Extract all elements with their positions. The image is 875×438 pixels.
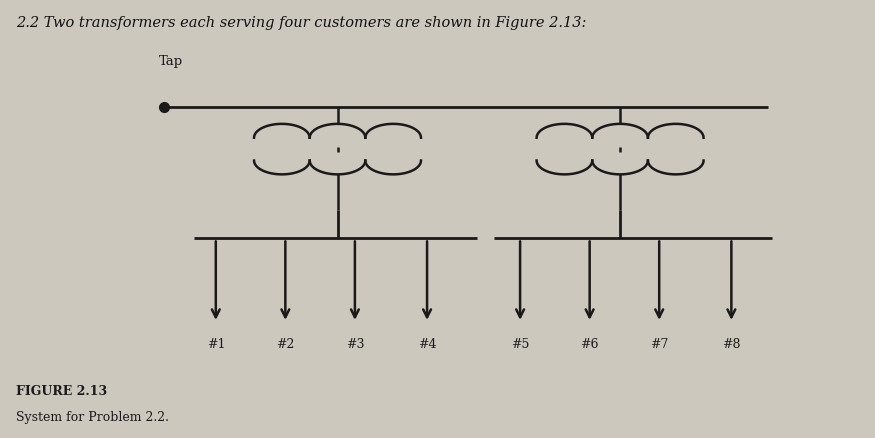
Text: #1: #1 [206, 338, 225, 351]
Text: #7: #7 [650, 338, 668, 351]
Text: #3: #3 [346, 338, 364, 351]
Text: Tap: Tap [159, 55, 184, 67]
Text: System for Problem 2.2.: System for Problem 2.2. [16, 411, 169, 424]
Text: FIGURE 2.13: FIGURE 2.13 [16, 385, 107, 399]
Text: #2: #2 [276, 338, 295, 351]
Text: #6: #6 [580, 338, 598, 351]
Text: #5: #5 [511, 338, 529, 351]
Text: #8: #8 [722, 338, 740, 351]
Text: 2.2 Two transformers each serving four customers are shown in Figure 2.13:: 2.2 Two transformers each serving four c… [16, 16, 586, 30]
Text: #4: #4 [418, 338, 437, 351]
